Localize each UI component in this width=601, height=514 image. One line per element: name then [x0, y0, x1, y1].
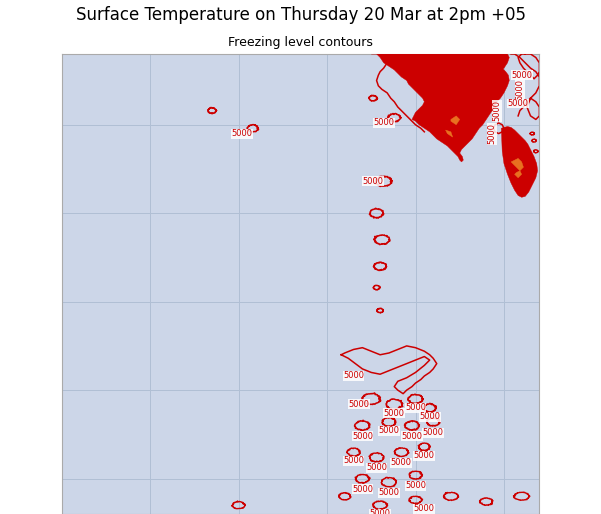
Polygon shape: [445, 130, 453, 137]
Polygon shape: [501, 126, 537, 197]
Text: 5000: 5000: [405, 481, 426, 490]
Text: 5000: 5000: [516, 79, 525, 100]
Text: 5000: 5000: [419, 412, 440, 421]
Text: Freezing level contours: Freezing level contours: [228, 35, 373, 49]
Text: 5000: 5000: [492, 100, 501, 121]
Text: 5000: 5000: [414, 451, 435, 460]
Text: Surface Temperature on Thursday 20 Mar at 2pm +05: Surface Temperature on Thursday 20 Mar a…: [76, 6, 525, 24]
Text: 5000: 5000: [370, 509, 391, 514]
Text: 5000: 5000: [487, 123, 496, 144]
Text: 5000: 5000: [373, 118, 394, 127]
Polygon shape: [511, 158, 523, 171]
Text: 5000: 5000: [231, 129, 252, 138]
Text: 5000: 5000: [352, 432, 373, 440]
Text: 5000: 5000: [414, 504, 435, 513]
Text: 5000: 5000: [405, 403, 426, 412]
Text: 5000: 5000: [343, 372, 364, 380]
Text: 5000: 5000: [343, 456, 364, 465]
Text: 5000: 5000: [508, 99, 529, 108]
Polygon shape: [371, 54, 509, 162]
Text: 5000: 5000: [384, 409, 405, 418]
Text: 5000: 5000: [401, 432, 423, 440]
Text: 5000: 5000: [379, 488, 400, 497]
Text: 5000: 5000: [352, 485, 373, 494]
Polygon shape: [451, 116, 460, 125]
Text: 5000: 5000: [366, 464, 387, 472]
Text: 5000: 5000: [349, 400, 370, 409]
Text: 5000: 5000: [379, 426, 400, 435]
Text: 5000: 5000: [423, 428, 444, 437]
Text: 5000: 5000: [391, 458, 412, 467]
Text: 5000: 5000: [511, 71, 532, 80]
Polygon shape: [514, 171, 522, 178]
Text: 5000: 5000: [362, 177, 383, 186]
